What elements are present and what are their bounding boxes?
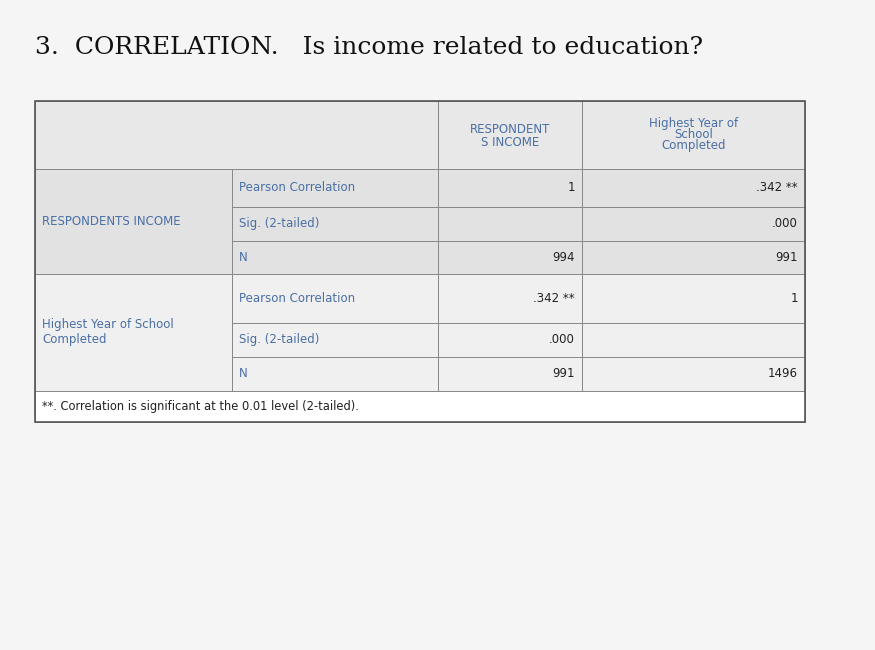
Text: 991: 991 (552, 367, 575, 380)
Text: 1: 1 (567, 181, 575, 194)
Text: .000: .000 (772, 217, 798, 230)
Text: .342 **: .342 ** (756, 181, 798, 194)
Text: Sig. (2-tailed): Sig. (2-tailed) (239, 333, 319, 346)
Text: **. Correlation is significant at the 0.01 level (2-tailed).: **. Correlation is significant at the 0.… (42, 400, 359, 413)
Text: 991: 991 (775, 251, 798, 264)
Text: 1496: 1496 (768, 367, 798, 380)
Text: .342 **: .342 ** (533, 292, 575, 306)
Text: Pearson Correlation: Pearson Correlation (239, 292, 355, 306)
Text: N: N (239, 251, 248, 264)
Text: 1: 1 (790, 292, 798, 306)
Text: Sig. (2-tailed): Sig. (2-tailed) (239, 217, 319, 230)
Text: 994: 994 (552, 251, 575, 264)
Text: Pearson Correlation: Pearson Correlation (239, 181, 355, 194)
Text: Highest Year of School
Completed: Highest Year of School Completed (42, 318, 174, 346)
Text: Completed: Completed (662, 139, 725, 152)
Text: S INCOME: S INCOME (480, 136, 539, 150)
Text: 3.  CORRELATION.   Is income related to education?: 3. CORRELATION. Is income related to edu… (35, 36, 704, 58)
Text: .000: .000 (549, 333, 575, 346)
Text: N: N (239, 367, 248, 380)
Text: School: School (674, 127, 713, 141)
Text: RESPONDENTS INCOME: RESPONDENTS INCOME (42, 215, 180, 228)
Text: RESPONDENT: RESPONDENT (470, 123, 550, 136)
Text: Highest Year of: Highest Year of (649, 116, 738, 129)
